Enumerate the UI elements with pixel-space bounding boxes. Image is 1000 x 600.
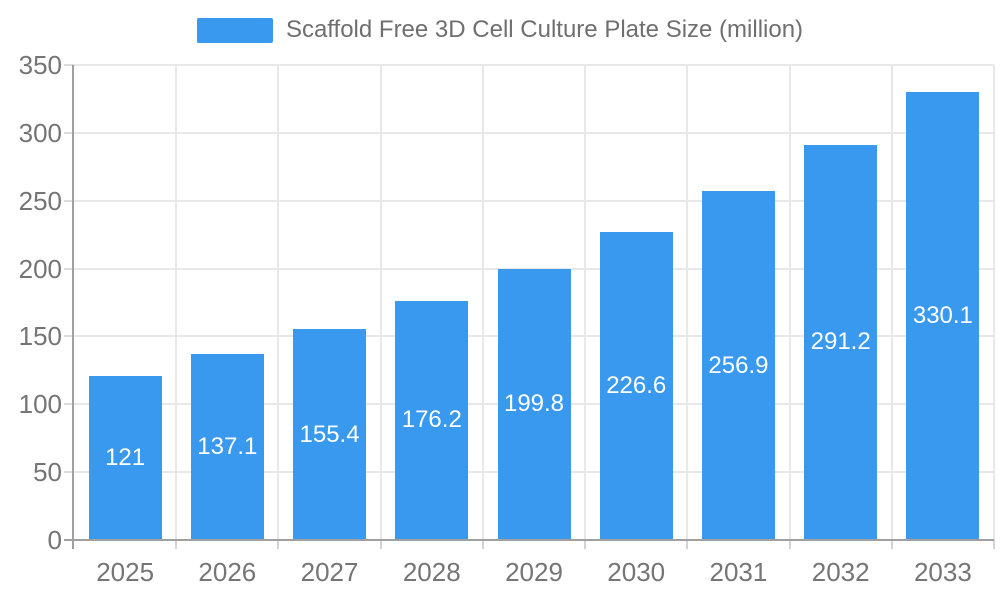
bar[interactable] [395, 300, 469, 540]
y-axis-tick [64, 131, 74, 134]
gridline-vertical [686, 65, 689, 540]
bar-value-label: 330.1 [912, 302, 973, 329]
gridline-vertical [481, 65, 484, 540]
x-axis-line [64, 539, 994, 541]
x-axis-tick-label: 2025 [96, 557, 155, 587]
y-axis-tick [64, 471, 74, 474]
gridline-vertical [584, 65, 587, 540]
bar-value-label: 256.9 [708, 351, 769, 379]
y-axis-tick-label: 150 [18, 321, 62, 352]
legend[interactable]: Scaffold Free 3D Cell Culture Plate Size… [0, 16, 1000, 44]
bar-value-label: 137.1 [197, 432, 258, 460]
x-axis-tick [686, 540, 689, 549]
bar[interactable] [293, 329, 367, 540]
y-axis-tick-label: 350 [18, 50, 62, 80]
x-axis-tick [584, 540, 587, 549]
y-axis-tick-label: 250 [18, 185, 62, 216]
bar[interactable] [88, 375, 162, 540]
y-axis-tick-label: 0 [47, 525, 62, 555]
bar[interactable] [804, 144, 878, 540]
x-axis-tick-label: 2029 [505, 557, 563, 587]
x-axis-tick [890, 540, 893, 549]
y-axis-tick-label: 300 [18, 117, 62, 148]
y-axis-tick-label: 200 [18, 253, 62, 284]
x-axis-tick [379, 540, 382, 549]
gridline-horizontal [74, 267, 994, 270]
gridline-horizontal [74, 64, 994, 66]
gridline-vertical [379, 65, 382, 540]
gridline-vertical [890, 65, 893, 540]
x-axis-tick [788, 540, 791, 549]
x-axis-tick [993, 540, 995, 549]
y-axis-tick [64, 199, 74, 202]
y-axis-line [72, 65, 74, 549]
bar-value-label: 121 [105, 443, 146, 471]
bar-value-label: 155.4 [299, 420, 360, 448]
x-axis-tick [175, 540, 178, 549]
bar-value-label: 176.2 [401, 406, 462, 434]
bar[interactable] [190, 353, 264, 540]
bar-value-label: 226.6 [606, 372, 667, 400]
bar[interactable] [497, 268, 571, 540]
bar[interactable] [599, 232, 673, 540]
x-axis-tick-label: 2026 [198, 557, 257, 587]
bar-value-label: 291.2 [810, 328, 871, 356]
y-axis-tick-label: 50 [33, 457, 62, 488]
x-axis-tick [481, 540, 484, 549]
legend-label: Scaffold Free 3D Cell Culture Plate Size… [285, 16, 804, 43]
gridline-vertical [175, 65, 178, 540]
y-axis-tick [64, 64, 74, 66]
legend-swatch-icon [196, 17, 273, 43]
x-axis-tick-label: 2033 [913, 557, 972, 587]
y-axis-tick [64, 403, 74, 406]
x-axis-tick-label: 2032 [811, 557, 870, 587]
gridline-vertical [993, 65, 995, 540]
x-axis-tick-label: 2030 [607, 557, 666, 587]
x-axis-tick-label: 2027 [300, 557, 359, 587]
x-axis-tick-label: 2028 [402, 557, 461, 587]
x-axis-tick [277, 540, 280, 549]
gridline-horizontal [74, 131, 994, 134]
bar[interactable] [906, 92, 980, 540]
y-axis-tick [64, 267, 74, 270]
y-axis-tick [64, 335, 74, 338]
bar[interactable] [701, 191, 775, 540]
gridline-horizontal [74, 199, 994, 202]
gridline-vertical [788, 65, 791, 540]
x-axis-tick-label: 2031 [709, 557, 768, 587]
y-axis-tick-label: 100 [18, 389, 62, 420]
bar-value-label: 199.8 [503, 390, 565, 418]
gridline-vertical [277, 65, 280, 540]
